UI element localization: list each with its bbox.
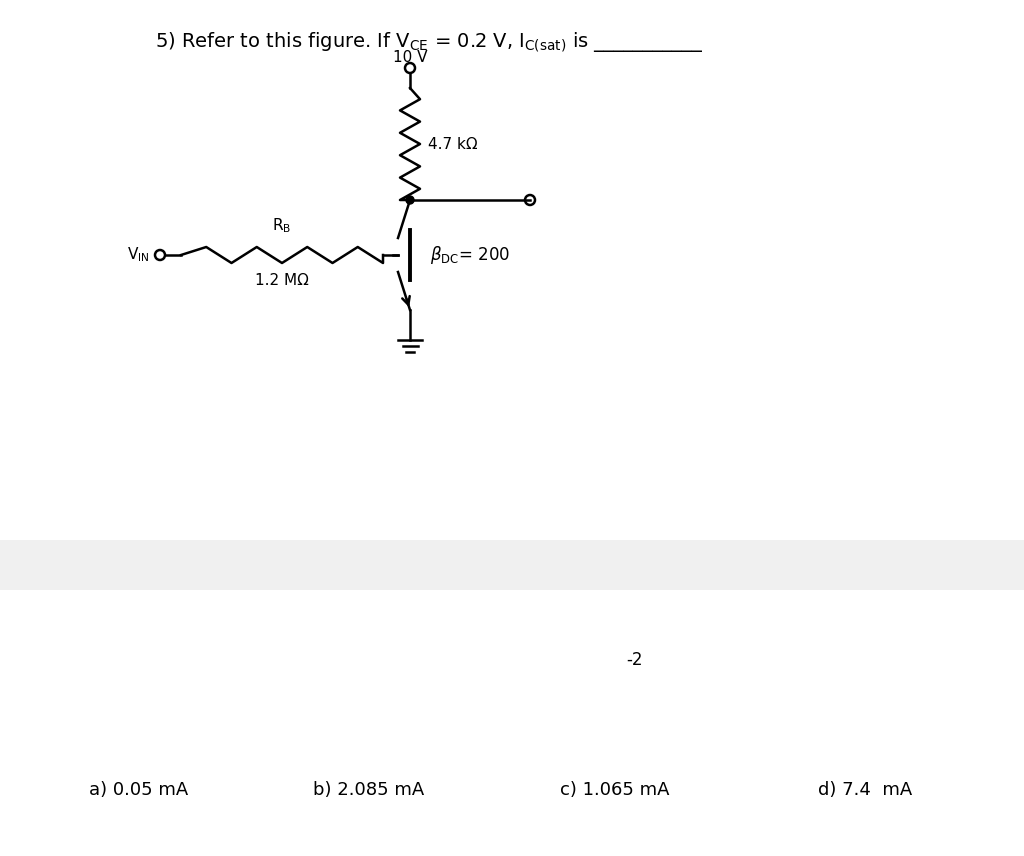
Text: d) 7.4  mA: d) 7.4 mA bbox=[818, 781, 912, 799]
Circle shape bbox=[406, 196, 414, 204]
Text: 4.7 kΩ: 4.7 kΩ bbox=[428, 136, 477, 152]
Text: b) 2.085 mA: b) 2.085 mA bbox=[313, 781, 424, 799]
Text: V$_{\mathregular{IN}}$: V$_{\mathregular{IN}}$ bbox=[127, 246, 150, 265]
Text: a) 0.05 mA: a) 0.05 mA bbox=[89, 781, 187, 799]
Text: $\beta_{\mathregular{DC}}$= 200: $\beta_{\mathregular{DC}}$= 200 bbox=[430, 244, 510, 266]
Text: 10 V: 10 V bbox=[393, 50, 427, 65]
Bar bbox=[0, 540, 1024, 590]
Text: -2: -2 bbox=[627, 651, 643, 669]
Text: 5) Refer to this figure. If V$_{\mathregular{CE}}$ = 0.2 V, I$_{\mathregular{C(s: 5) Refer to this figure. If V$_{\mathreg… bbox=[155, 30, 703, 54]
Text: c) 1.065 mA: c) 1.065 mA bbox=[560, 781, 669, 799]
Text: R$_{\mathregular{B}}$: R$_{\mathregular{B}}$ bbox=[272, 217, 292, 235]
Text: 1.2 MΩ: 1.2 MΩ bbox=[255, 273, 309, 288]
